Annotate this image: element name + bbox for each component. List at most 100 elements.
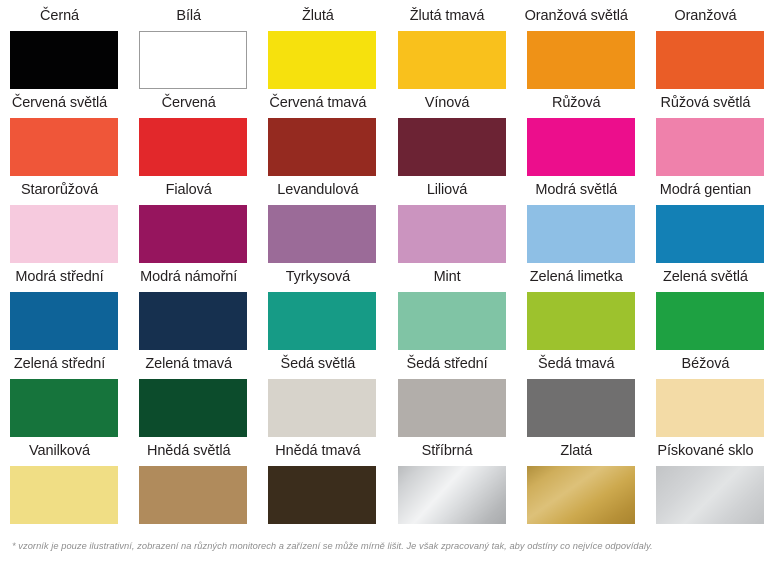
swatch-label: Červená světlá xyxy=(11,95,108,111)
swatch-cell[interactable]: Červená xyxy=(129,94,258,181)
swatch-cell[interactable]: Mint xyxy=(388,268,517,355)
swatch-label: Vanilková xyxy=(29,443,90,459)
swatch-cell[interactable]: Žlutá xyxy=(258,7,387,94)
swatch-label: Modrá námořní xyxy=(140,269,238,285)
swatch-label: Pískované sklo xyxy=(657,443,754,459)
swatch-cell[interactable]: Zelená střední xyxy=(0,355,129,442)
swatch-cell[interactable]: Vínová xyxy=(388,94,517,181)
swatch-color-chip[interactable] xyxy=(526,379,635,437)
swatch-label: Modrá gentian xyxy=(659,182,752,198)
swatch-label: Žlutá tmavá xyxy=(409,8,485,24)
swatch-color-chip[interactable] xyxy=(526,118,635,176)
swatch-color-chip[interactable] xyxy=(397,292,506,350)
swatch-color-chip[interactable] xyxy=(10,379,118,437)
swatch-cell[interactable]: Béžová xyxy=(646,355,775,442)
swatch-color-chip[interactable] xyxy=(268,31,377,89)
swatch-color-chip[interactable] xyxy=(655,466,764,524)
swatch-label: Šedá střední xyxy=(406,356,488,372)
swatch-label: Oranžová světlá xyxy=(524,8,628,24)
swatch-cell[interactable]: Zelená tmavá xyxy=(129,355,258,442)
swatch-cell[interactable]: Růžová xyxy=(517,94,646,181)
swatch-color-chip[interactable] xyxy=(10,205,118,263)
swatch-color-chip[interactable] xyxy=(139,466,248,524)
swatch-color-chip[interactable] xyxy=(139,292,248,350)
swatch-cell[interactable]: Bílá xyxy=(129,7,258,94)
swatch-cell[interactable]: Oranžová xyxy=(646,7,775,94)
color-swatch-grid: Černá Bílá Žlutá Žlutá tmavá Oranžová světlá… xyxy=(0,7,775,529)
swatch-label: Zelená střední xyxy=(13,356,106,372)
swatch-label: Fialová xyxy=(165,182,212,198)
swatch-label: Oranžová xyxy=(674,8,737,24)
swatch-color-chip[interactable] xyxy=(655,379,764,437)
swatch-color-chip[interactable] xyxy=(268,205,377,263)
swatch-label: Červená tmavá xyxy=(269,95,367,111)
swatch-color-chip[interactable] xyxy=(655,205,764,263)
swatch-label: Starorůžová xyxy=(20,182,99,198)
swatch-label: Tyrkysová xyxy=(285,269,351,285)
swatch-cell[interactable]: Oranžová světlá xyxy=(517,7,646,94)
swatch-color-chip[interactable] xyxy=(655,118,764,176)
swatch-label: Hnědá tmavá xyxy=(275,443,361,459)
swatch-cell[interactable]: Černá xyxy=(0,7,129,94)
swatch-color-chip[interactable] xyxy=(655,292,764,350)
swatch-cell[interactable]: Zelená limetka xyxy=(517,268,646,355)
swatch-color-chip[interactable] xyxy=(397,466,506,524)
swatch-color-chip[interactable] xyxy=(526,31,635,89)
swatch-cell[interactable]: Červená světlá xyxy=(0,94,129,181)
swatch-label: Černá xyxy=(40,8,79,24)
swatch-label: Zelená tmavá xyxy=(145,356,233,372)
swatch-color-chip[interactable] xyxy=(139,118,248,176)
swatch-cell[interactable]: Šedá tmavá xyxy=(517,355,646,442)
swatch-color-chip[interactable] xyxy=(139,205,248,263)
swatch-label: Modrá světlá xyxy=(535,182,618,198)
swatch-color-chip[interactable] xyxy=(10,466,118,524)
swatch-color-chip[interactable] xyxy=(268,292,377,350)
swatch-cell[interactable]: Liliová xyxy=(388,181,517,268)
swatch-cell[interactable]: Modrá světlá xyxy=(517,181,646,268)
swatch-color-chip[interactable] xyxy=(397,205,506,263)
swatch-cell[interactable]: Hnědá světlá xyxy=(129,442,258,529)
swatch-color-chip[interactable] xyxy=(526,292,635,350)
swatch-cell[interactable]: Levandulová xyxy=(258,181,387,268)
swatch-cell[interactable]: Modrá gentian xyxy=(646,181,775,268)
swatch-color-chip[interactable] xyxy=(139,31,248,89)
swatch-color-chip[interactable] xyxy=(268,118,377,176)
swatch-color-chip[interactable] xyxy=(268,466,377,524)
swatch-color-chip[interactable] xyxy=(10,118,118,176)
swatch-cell[interactable]: Tyrkysová xyxy=(258,268,387,355)
swatch-cell[interactable]: Stříbrná xyxy=(388,442,517,529)
swatch-color-chip[interactable] xyxy=(10,31,118,89)
swatch-cell[interactable]: Pískované sklo xyxy=(646,442,775,529)
swatch-color-chip[interactable] xyxy=(139,379,248,437)
swatch-color-chip[interactable] xyxy=(526,466,635,524)
swatch-cell[interactable]: Zelená světlá xyxy=(646,268,775,355)
swatch-label: Hnědá světlá xyxy=(146,443,231,459)
swatch-color-chip[interactable] xyxy=(655,31,764,89)
swatch-label: Šedá světlá xyxy=(280,356,356,372)
swatch-label: Mint xyxy=(433,269,461,285)
swatch-cell[interactable]: Vanilková xyxy=(0,442,129,529)
swatch-cell[interactable]: Hnědá tmavá xyxy=(258,442,387,529)
swatch-color-chip[interactable] xyxy=(397,118,506,176)
swatch-cell[interactable]: Růžová světlá xyxy=(646,94,775,181)
swatch-cell[interactable]: Šedá světlá xyxy=(258,355,387,442)
swatch-color-chip[interactable] xyxy=(526,205,635,263)
swatch-cell[interactable]: Šedá střední xyxy=(388,355,517,442)
swatch-color-chip[interactable] xyxy=(397,379,506,437)
swatch-label: Růžová xyxy=(551,95,601,111)
swatch-cell[interactable]: Modrá střední xyxy=(0,268,129,355)
swatch-cell[interactable]: Zlatá xyxy=(517,442,646,529)
swatch-cell[interactable]: Červená tmavá xyxy=(258,94,387,181)
swatch-cell[interactable]: Fialová xyxy=(129,181,258,268)
swatch-label: Levandulová xyxy=(277,182,359,198)
swatch-label: Vínová xyxy=(424,95,470,111)
swatch-color-chip[interactable] xyxy=(397,31,506,89)
swatch-label: Růžová světlá xyxy=(660,95,751,111)
swatch-cell[interactable]: Žlutá tmavá xyxy=(388,7,517,94)
swatch-color-chip[interactable] xyxy=(268,379,377,437)
footnote-disclaimer: * vzorník je pouze ilustrativní, zobraze… xyxy=(12,541,653,551)
swatch-label: Bílá xyxy=(176,8,201,24)
swatch-cell[interactable]: Modrá námořní xyxy=(129,268,258,355)
swatch-cell[interactable]: Starorůžová xyxy=(0,181,129,268)
swatch-color-chip[interactable] xyxy=(10,292,118,350)
